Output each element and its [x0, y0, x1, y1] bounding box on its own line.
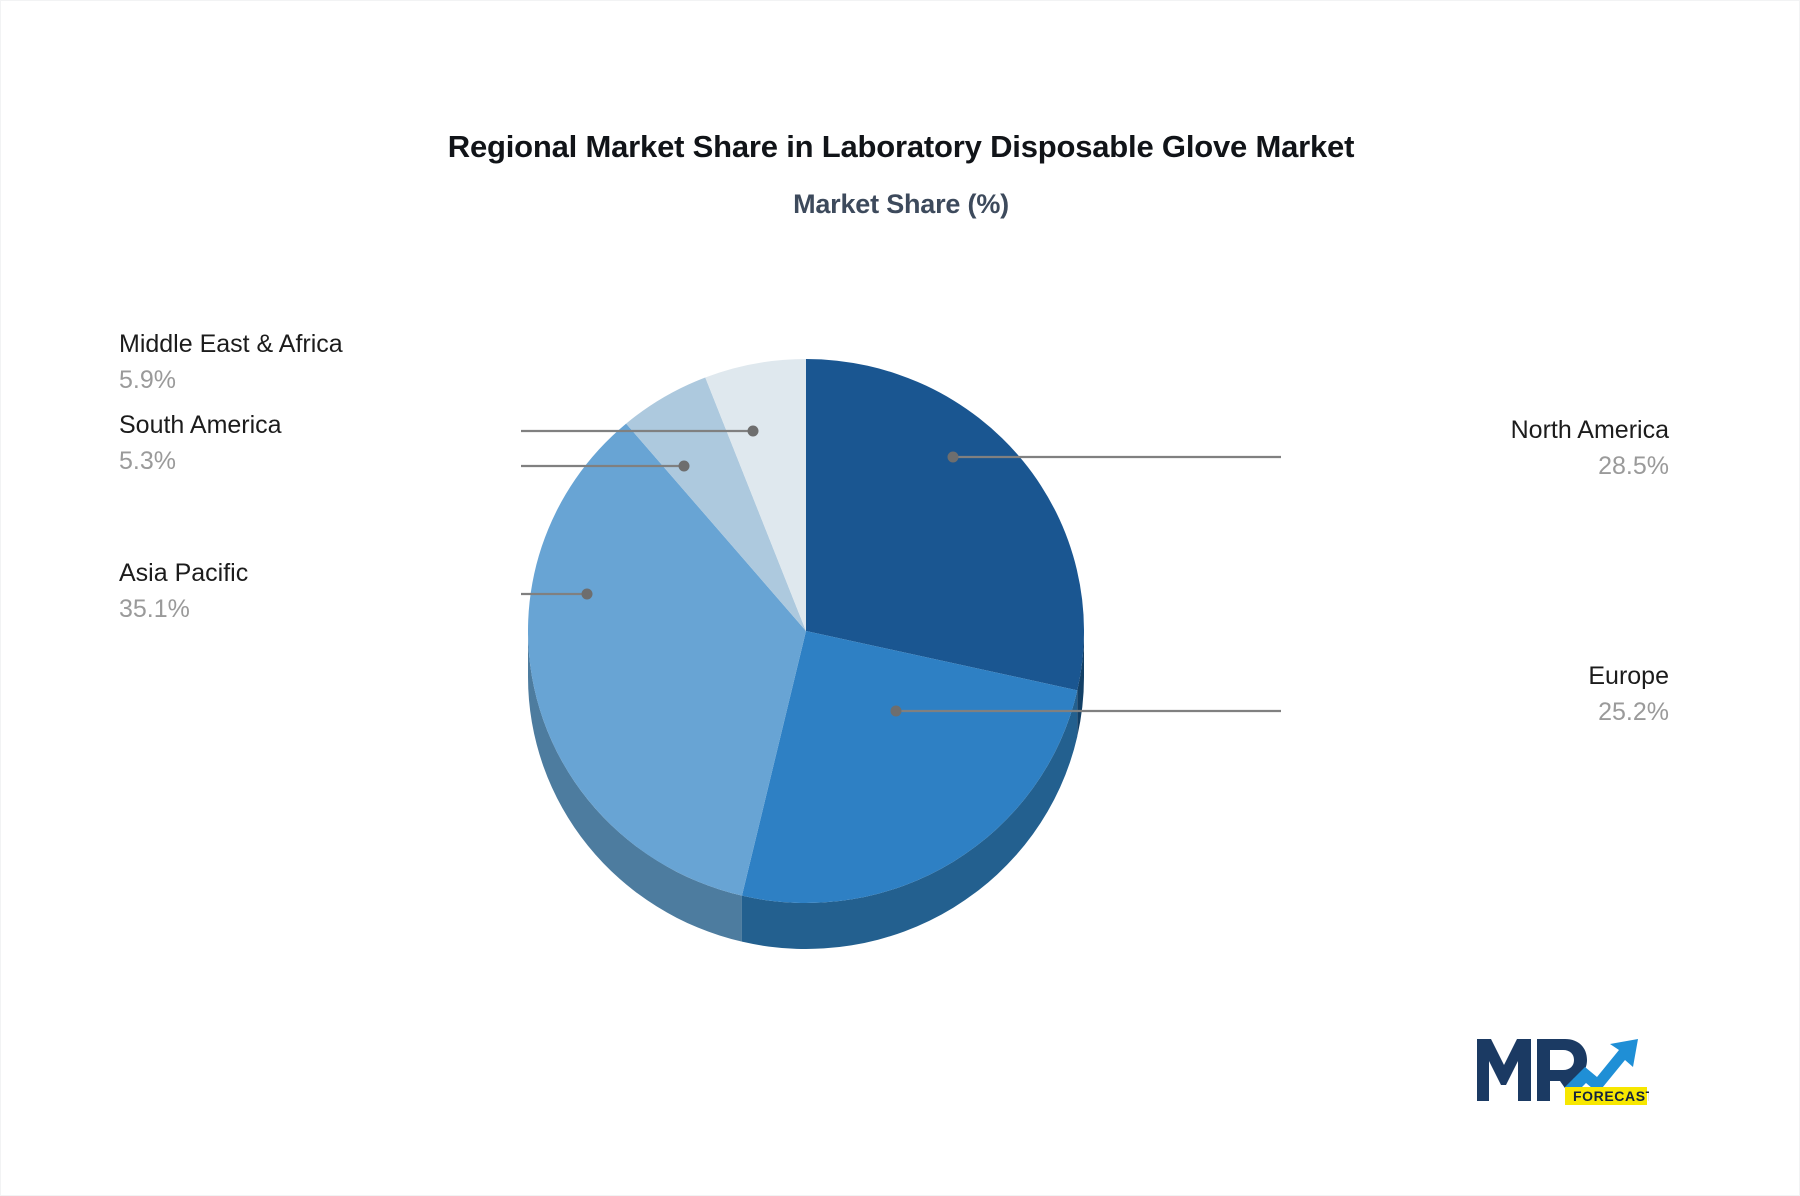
logo-tag-text: FORECAST — [1573, 1088, 1649, 1104]
label-europe: Europe 25.2% — [1101, 661, 1669, 728]
leader-lines — [521, 425, 1281, 717]
label-name: North America — [1510, 416, 1669, 444]
label-value: 25.2% — [1598, 698, 1669, 726]
pie-wall-europe — [741, 690, 1078, 949]
label-south-america: South America 5.3% — [119, 410, 487, 477]
label-value: 28.5% — [1598, 452, 1669, 480]
pie-slice-north-america[interactable] — [806, 359, 1084, 691]
pie-slices — [528, 359, 1084, 903]
leader-dot — [747, 425, 759, 437]
label-name: Middle East & Africa — [119, 330, 343, 358]
pie-slice-south-america[interactable] — [626, 377, 806, 631]
mr-forecast-logo: FORECAST — [1477, 1039, 1649, 1105]
pie-wall-asia-pacific — [528, 631, 742, 942]
leader-dot — [947, 451, 959, 463]
leader-dot — [890, 705, 902, 717]
label-value: 5.9% — [119, 366, 176, 394]
page-title: Regional Market Share in Laboratory Disp… — [447, 129, 1355, 164]
pie-slice-asia-pacific[interactable] — [528, 423, 806, 896]
pie-slice-europe[interactable] — [741, 631, 1078, 903]
leader-dot — [678, 460, 690, 472]
leader-line — [521, 464, 684, 468]
pie-chart — [521, 359, 1281, 949]
label-middle-east-africa: Middle East & Africa 5.9% — [119, 329, 487, 396]
chart-subtitle: Market Share (%) — [793, 189, 1009, 219]
label-value: 5.3% — [119, 447, 176, 475]
label-name: Asia Pacific — [119, 559, 249, 587]
label-north-america: North America 28.5% — [1101, 415, 1669, 482]
label-name: Europe — [1588, 662, 1669, 690]
logo-tag-background — [1565, 1087, 1647, 1105]
label-value: 35.1% — [119, 595, 190, 623]
logo-arrow-icon — [1565, 1039, 1638, 1097]
pie-slice-middle-east-africa[interactable] — [705, 359, 806, 631]
leader-line — [521, 429, 753, 433]
leader-dot — [581, 588, 593, 600]
label-name: South America — [119, 411, 282, 439]
label-asia-pacific: Asia Pacific 35.1% — [119, 558, 589, 625]
